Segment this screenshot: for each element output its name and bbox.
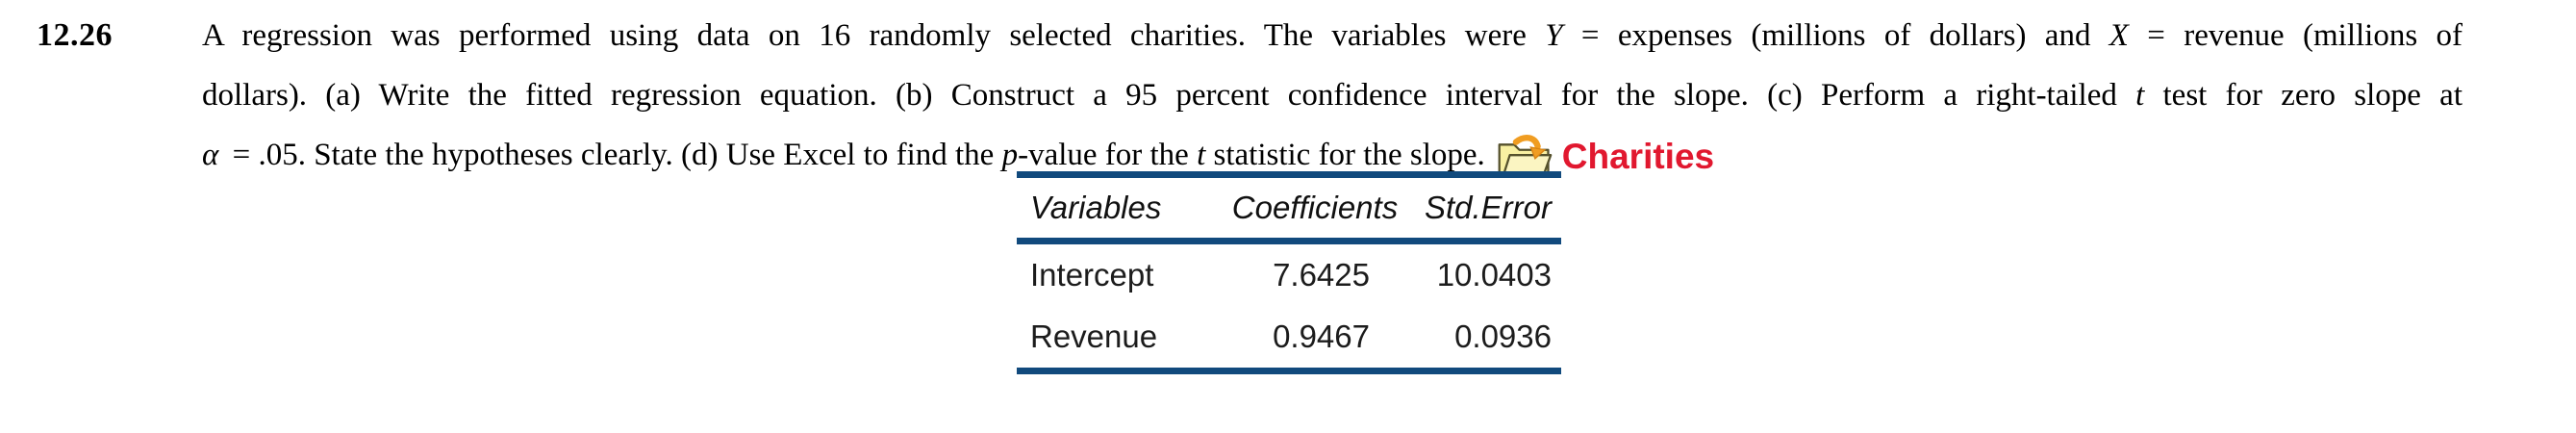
text-run: A regression was performed using data on… <box>202 18 1546 53</box>
problem-number: 12.26 <box>37 17 113 53</box>
cell-std-error: 10.0403 <box>1436 257 1552 293</box>
regression-results-table: Variables Coefficients Std.Error Interce… <box>1017 171 1561 374</box>
table-row-intercept: Intercept 7.6425 10.0403 <box>1017 244 1561 306</box>
problem-line-1: A regression was performed using data on… <box>202 6 2462 65</box>
cell-coefficient: 0.9467 <box>1273 318 1370 354</box>
problem-line-3: α = .05. State the hypotheses clearly. (… <box>202 125 2462 185</box>
text-run: = revenue (millions of <box>2128 18 2462 53</box>
text-run: = expenses (millions of dollars) and <box>1562 18 2109 53</box>
data-file-link[interactable]: Charities <box>1497 127 1714 187</box>
folder-with-arrow-icon <box>1498 135 1553 176</box>
header-variables: Variables <box>1030 190 1162 225</box>
problem-text: A regression was performed using data on… <box>202 6 2462 185</box>
text-run: dollars). (a) Write the fitted regressio… <box>202 78 2136 113</box>
cell-coefficient: 7.6425 <box>1273 257 1370 293</box>
table-rule-bottom <box>1017 368 1561 374</box>
text-run: -value for the <box>1018 138 1198 172</box>
header-coefficients: Coefficients <box>1231 190 1399 225</box>
variable-p: p <box>1001 138 1019 172</box>
table-rule-mid <box>1017 238 1561 244</box>
table-rule-top <box>1017 171 1561 178</box>
cell-std-error: 0.0936 <box>1454 318 1552 354</box>
alpha-symbol: α <box>202 138 225 172</box>
text-run: = .05. State the hypotheses clearly. (d)… <box>224 138 1002 172</box>
problem-line-2: dollars). (a) Write the fitted regressio… <box>202 65 2462 125</box>
text-run: test for zero slope at <box>2144 78 2463 113</box>
table-header-row: Variables Coefficients Std.Error <box>1017 178 1561 238</box>
header-std-error: Std.Error <box>1424 190 1552 225</box>
text-run: statistic for the slope. <box>1205 138 1485 172</box>
data-file-label: Charities <box>1561 137 1715 177</box>
cell-variable: Intercept <box>1030 257 1154 293</box>
variable-t: t <box>2135 78 2145 113</box>
table-row-revenue: Revenue 0.9467 0.0936 <box>1017 306 1561 368</box>
cell-variable: Revenue <box>1030 318 1158 354</box>
variable-y: Y <box>1545 18 1563 53</box>
variable-t: t <box>1197 138 1206 172</box>
variable-x: X <box>2109 18 2129 53</box>
